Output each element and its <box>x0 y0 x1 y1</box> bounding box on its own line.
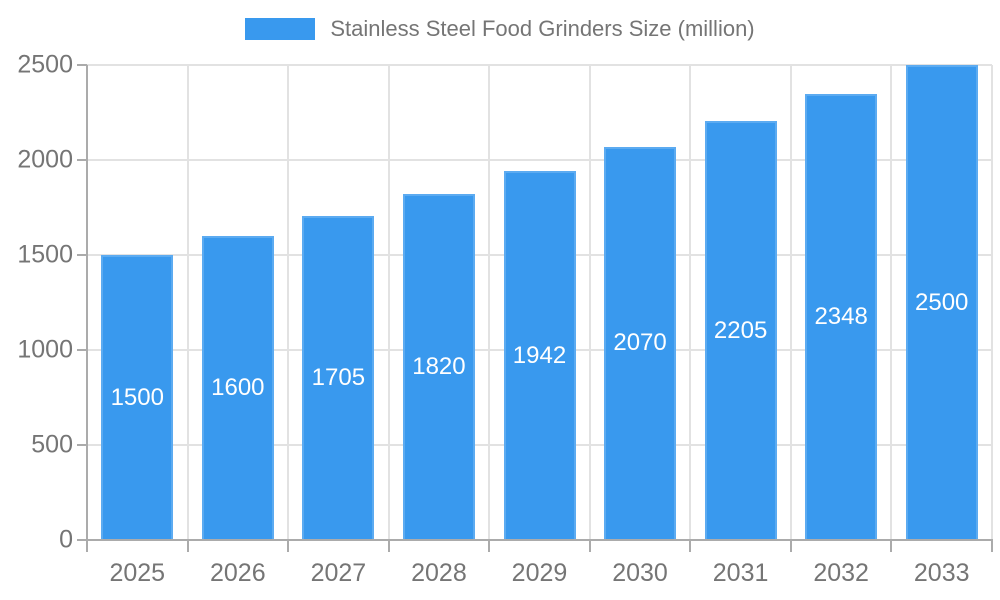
x-tick-label: 2029 <box>511 559 568 587</box>
v-gridline <box>789 65 792 540</box>
v-gridline <box>287 65 290 540</box>
y-tick <box>77 64 87 66</box>
x-tick-label: 2033 <box>913 559 970 587</box>
bar-value-label: 2348 <box>814 302 868 330</box>
bar-value-label: 1705 <box>311 364 366 392</box>
x-tick <box>689 540 692 552</box>
x-tick-label: 2028 <box>411 559 467 587</box>
bar-value-label: 1500 <box>110 383 164 411</box>
y-tick-label: 500 <box>31 430 73 459</box>
x-tick <box>890 540 893 552</box>
v-gridline <box>689 65 692 540</box>
bar[interactable] <box>805 93 878 540</box>
x-tick-label: 2027 <box>310 559 367 587</box>
bar[interactable] <box>101 255 174 540</box>
bar-value-label: 1942 <box>512 341 567 369</box>
v-gridline <box>387 65 390 540</box>
x-tick <box>991 540 993 552</box>
h-gridline <box>87 64 992 66</box>
x-tick-label: 2026 <box>210 559 266 587</box>
v-gridline <box>991 65 993 540</box>
y-tick-label: 2000 <box>17 145 73 174</box>
v-gridline <box>890 65 893 540</box>
y-tick-label: 1000 <box>17 335 73 364</box>
x-tick <box>488 540 491 552</box>
y-tick-label: 1500 <box>17 240 73 269</box>
legend-label[interactable]: Stainless Steel Food Grinders Size (mill… <box>330 16 755 41</box>
x-tick <box>387 540 390 552</box>
bar[interactable] <box>704 121 777 540</box>
bar[interactable] <box>402 194 475 540</box>
bar[interactable] <box>201 236 274 540</box>
bar-value-label: 2070 <box>613 329 667 357</box>
x-tick <box>287 540 290 552</box>
bar-value-label: 1820 <box>412 353 466 381</box>
y-tick-label: 0 <box>59 525 73 554</box>
h-gridline <box>87 159 992 161</box>
bar-value-label: 1600 <box>211 374 265 401</box>
y-tick <box>77 444 87 446</box>
v-gridline <box>588 65 591 540</box>
y-tick <box>77 159 87 161</box>
x-tick-label: 2030 <box>612 559 668 587</box>
bar[interactable] <box>503 171 576 540</box>
x-tick-label: 2032 <box>813 559 869 587</box>
y-axis-line <box>86 65 88 552</box>
x-tick <box>186 540 189 552</box>
x-tick <box>588 540 591 552</box>
bar[interactable] <box>905 65 978 540</box>
x-tick-label: 2025 <box>109 559 166 587</box>
x-tick <box>789 540 792 552</box>
legend-swatch[interactable] <box>245 18 316 40</box>
y-tick <box>77 254 87 256</box>
bar[interactable] <box>302 216 375 540</box>
chart-legend[interactable]: Stainless Steel Food Grinders Size (mill… <box>0 16 1000 42</box>
bar-value-label: 2205 <box>713 316 768 344</box>
y-tick <box>77 539 87 541</box>
bar[interactable] <box>604 146 677 540</box>
x-tick-label: 2031 <box>712 559 769 587</box>
y-tick-label: 2500 <box>17 50 73 79</box>
x-axis-line <box>86 539 993 541</box>
v-gridline <box>488 65 491 540</box>
v-gridline <box>186 65 189 540</box>
bar-value-label: 2500 <box>915 288 969 316</box>
y-tick <box>77 349 87 351</box>
